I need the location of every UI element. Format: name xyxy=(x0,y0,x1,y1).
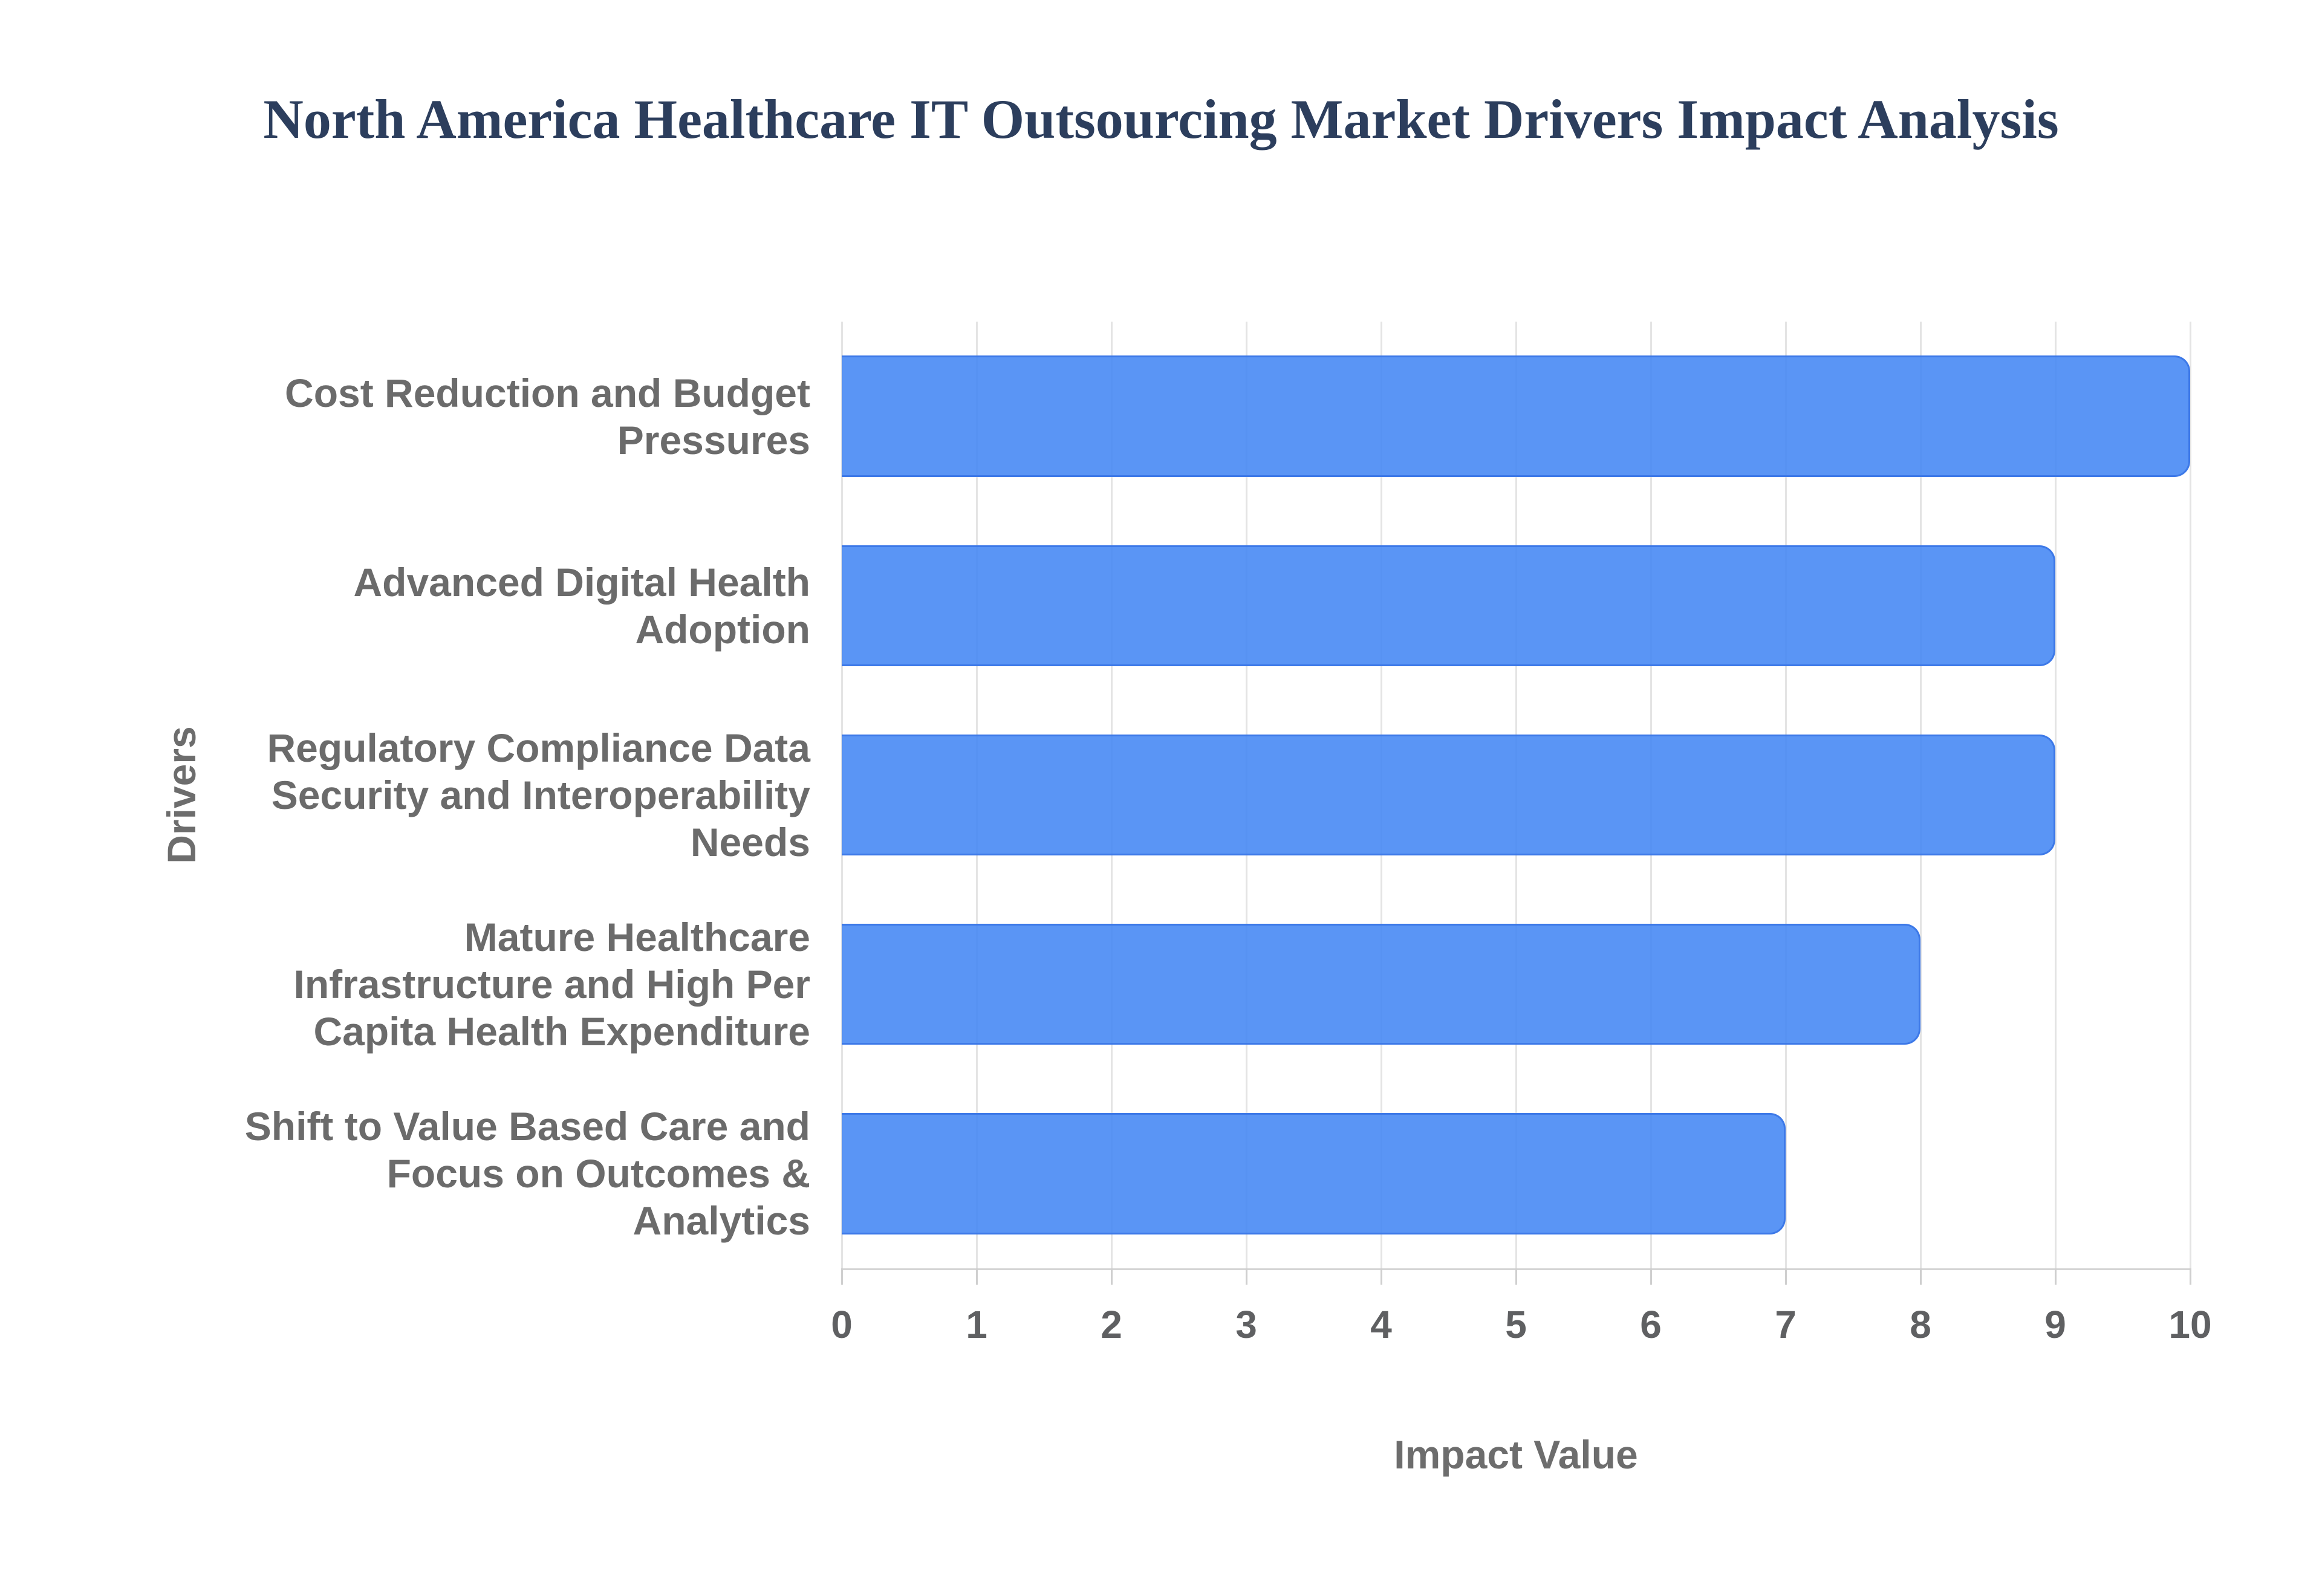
category-axis-labels: Cost Reduction and Budget Pressures Advan… xyxy=(206,322,810,1268)
x-tick-label: 4 xyxy=(1370,1303,1392,1346)
x-axis-title: Impact Value xyxy=(1394,1432,1638,1477)
category-label: Regulatory Compliance Data Security and … xyxy=(267,725,810,864)
x-tick-mark xyxy=(841,1268,843,1285)
x-tick-label: 7 xyxy=(1775,1303,1797,1346)
bar[interactable] xyxy=(842,545,2055,666)
x-tick-mark xyxy=(1111,1268,1113,1285)
x-tick-mark xyxy=(1246,1268,1247,1285)
x-tick-label: 9 xyxy=(2044,1303,2066,1346)
plot-area xyxy=(841,322,2191,1285)
bar[interactable] xyxy=(842,1113,1786,1234)
category-label: Mature Healthcare Infrastructure and Hig… xyxy=(293,915,811,1054)
x-tick-mark xyxy=(1515,1268,1517,1285)
y-axis-title: Drivers xyxy=(159,726,204,864)
x-axis-tick-labels: 0 1 2 3 4 5 6 7 8 9 10 xyxy=(831,1303,2211,1352)
x-tick-label: 1 xyxy=(966,1303,987,1346)
x-tick-mark xyxy=(2190,1268,2191,1285)
x-tick-mark xyxy=(976,1268,978,1285)
x-tick-label: 0 xyxy=(831,1303,853,1346)
bar[interactable] xyxy=(842,923,1920,1045)
x-tick-label: 6 xyxy=(1640,1303,1662,1346)
x-tick-mark xyxy=(1920,1268,1922,1285)
chart-title: North America Healthcare IT Outsourcing … xyxy=(263,88,2059,150)
category-label: Cost Reduction and Budget Pressures xyxy=(285,370,810,462)
x-tick-mark xyxy=(1785,1268,1787,1285)
x-tick-mark xyxy=(2055,1268,2057,1285)
bar[interactable] xyxy=(842,734,2055,856)
bar[interactable] xyxy=(842,355,2190,477)
x-tick-label: 10 xyxy=(2168,1303,2212,1346)
gridline xyxy=(2055,322,2057,1268)
x-tick-mark xyxy=(1381,1268,1382,1285)
category-label: Shift to Value Based Care and Focus on O… xyxy=(244,1104,810,1244)
x-tick-label: 8 xyxy=(1910,1303,1931,1346)
x-tick-label: 3 xyxy=(1235,1303,1257,1346)
gridline xyxy=(2190,322,2191,1268)
x-tick-mark xyxy=(1650,1268,1652,1285)
x-tick-label: 2 xyxy=(1101,1303,1122,1346)
category-label: Advanced Digital Health Adoption xyxy=(353,559,811,652)
x-tick-label: 5 xyxy=(1505,1303,1527,1346)
